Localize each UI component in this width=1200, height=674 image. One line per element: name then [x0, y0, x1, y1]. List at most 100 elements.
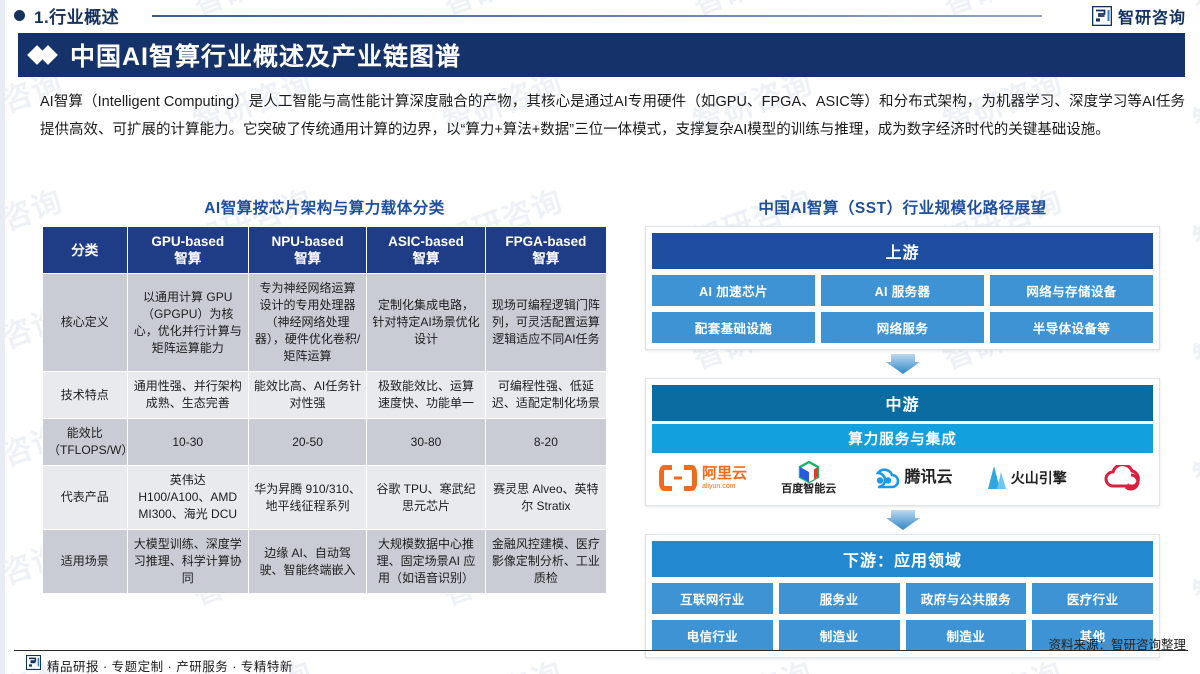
table-cell: 大规模数据中心推理、固定场景AI 应用（如语音识别） [366, 529, 486, 594]
upstream-chip-item[interactable]: AI 服务器 [821, 275, 984, 306]
vendor-baidu-cloud: 百度智能云 [781, 461, 836, 495]
vendor-volcengine-name: 火山引擎 [1010, 470, 1067, 486]
upstream-chip-item[interactable]: 半导体设备等 [990, 312, 1153, 343]
upstream-chip-item[interactable]: AI 加速芯片 [652, 275, 815, 306]
table-row: 代表产品 英伟达 H100/A100、AMD MI300、海光 DCU 华为昇腾 9… [42, 465, 608, 530]
watermark: 智研咨询 [436, 648, 568, 674]
upstream-row-2: 配套基础设施 网络服务 半导体设备等 [652, 312, 1153, 343]
table-col-header-0: 分类 [42, 226, 128, 274]
zhiyan-logo-icon [25, 654, 42, 674]
vendor-aliyun-name: 阿里云 [702, 465, 748, 482]
bullet-dot-icon [14, 10, 25, 21]
table-row: 核心定义 以通用计算 GPU（GPGPU）为核心，优化并行计算与矩阵运算能力 专为神… [42, 273, 608, 372]
table-row: 技术特点 通用性强、并行架构成熟、生态完善 能效比高、AI任务针对性强 极致能效比、运… [42, 371, 608, 419]
chip-classification-table: 分类 GPU-based 智算 NPU-based 智算 ASIC-based 智算 FPGA… [42, 226, 608, 594]
table-cell: 可编程性强、低延迟、适配定制化场景 [484, 371, 608, 419]
midstream-box: 中游 算力服务与集成 阿里云 aliyun.com [645, 378, 1160, 506]
downstream-chip-item[interactable]: 其他 [1032, 620, 1153, 651]
table-cell: 大模型训练、深度学习推理、科学计算协同 [126, 529, 249, 594]
page-header: 1.行业概述 智研咨询 [0, 0, 1200, 32]
table-cell: 以通用计算 GPU（GPGPU）为核心，优化并行计算与矩阵运算能力 [126, 273, 249, 372]
baidu-cloud-icon [798, 461, 819, 483]
brand-block: 智研咨询 [1091, 4, 1186, 28]
downstream-row-2: 电信行业 制造业 制造业 其他 [652, 620, 1153, 651]
section-number-title: 1.行业概述 [34, 8, 120, 27]
upstream-chip-item[interactable]: 网络服务 [821, 312, 984, 343]
brand-name: 智研咨询 [1117, 10, 1186, 27]
table-cell: 英伟达 H100/A100、AMD MI300、海光 DCU [126, 465, 249, 530]
aliyun-icon [659, 465, 697, 491]
page-title: 中国AI智算行业概述及产业链图谱 [70, 43, 462, 71]
downstream-chip-item[interactable]: 互联网行业 [652, 583, 773, 614]
arrow-midstream-to-downstream [645, 506, 1160, 534]
page-title-band: 中国AI智算行业概述及产业链图谱 [18, 33, 1185, 77]
table-cell: 谷歌 TPU、寒武纪思元芯片 [366, 465, 486, 530]
table-cell: 金融风控建模、医疗影像定制分析、工业质检 [484, 529, 608, 594]
table-row-label: 适用场景 [42, 529, 128, 594]
downstream-box: 下游：应用领域 互联网行业 服务业 政府与公共服务 医疗行业 电信行业 制造业 制造业 其他 [645, 534, 1160, 658]
table-col-header-2: NPU-based 智算 [247, 226, 368, 274]
watermark: 智研咨询 [1189, 420, 1200, 494]
table-row-label: 代表产品 [42, 465, 128, 530]
intro-paragraph: AI智算（Intelligent Computing）是人工智能与高性能计算深度… [40, 94, 1185, 138]
downstream-chip-item[interactable]: 制造业 [778, 620, 900, 651]
table-cell: 赛灵思 Alveo、英特尔 Stratix [484, 465, 608, 530]
midstream-subband-label: 算力服务与集成 [652, 424, 1153, 453]
arrow-upstream-to-midstream [645, 350, 1160, 378]
table-cell: 10-30 [126, 418, 249, 466]
zhiyan-logo-icon [1091, 5, 1113, 27]
table-cell: 现场可编程逻辑门阵列，可灵活配置运算逻辑适应不同AI任务 [484, 273, 608, 372]
downstream-chip-item[interactable]: 制造业 [905, 620, 1027, 651]
table-header-row: 分类 GPU-based 智算 NPU-based 智算 ASIC-based 智算 FPGA… [42, 226, 608, 274]
midstream-vendor-logos: 阿里云 aliyun.com 百度智能云 腾 [652, 453, 1153, 499]
midstream-band-label: 中游 [652, 385, 1153, 421]
table-cell: 极致能效比、运算速度快、功能单一 [366, 371, 486, 419]
table-row: 能效比（TFLOPS/W） 10-30 20-50 30-80 8-20 [42, 418, 608, 466]
vendor-red-cloud [1101, 465, 1147, 491]
table-cell: 20-50 [247, 418, 368, 466]
right-panel: 中国AI智算（SST）行业规模化路径展望 上游 AI 加速芯片 AI 服务器 网络与… [645, 196, 1160, 658]
watermark: 智研咨询 [1189, 302, 1200, 376]
watermark: 智研咨询 [1189, 538, 1200, 612]
table-col-header-4: FPGA-based 智算 [484, 226, 608, 274]
table-row-label: 核心定义 [42, 273, 128, 372]
red-cloud-icon [1104, 465, 1140, 491]
table-cell: 能效比高、AI任务针对性强 [247, 371, 368, 419]
upstream-row-1: AI 加速芯片 AI 服务器 网络与存储设备 [652, 275, 1153, 306]
down-arrow-icon [885, 510, 920, 530]
footer-text: 精品研报 · 专题定制 · 产研服务 · 专精特新 [47, 659, 293, 674]
volcengine-icon [987, 466, 1006, 489]
table-cell: 边缘 AI、自动驾驶、智能终端嵌入 [247, 529, 368, 594]
downstream-chip-item[interactable]: 电信行业 [652, 620, 773, 651]
table-cell: 通用性强、并行架构成熟、生态完善 [126, 371, 249, 419]
downstream-chip-item[interactable]: 政府与公共服务 [905, 583, 1027, 614]
table-col-header-3: ASIC-based 智算 [366, 226, 486, 274]
page-footer: 精品研报 · 专题定制 · 产研服务 · 专精特新 [25, 654, 293, 674]
vendor-aliyun: 阿里云 aliyun.com [658, 463, 747, 493]
downstream-chip-item[interactable]: 医疗行业 [1032, 583, 1153, 614]
table-row-label: 技术特点 [42, 371, 128, 419]
watermark: 智研咨询 [1186, 648, 1200, 674]
tencent-cloud-icon [875, 468, 900, 489]
vendor-baidu-cloud-name: 百度智能云 [781, 483, 837, 495]
left-panel-title: AI智算按芯片架构与算力载体分类 [204, 200, 445, 217]
vendor-aliyun-sub: aliyun.com [702, 483, 736, 490]
table-cell: 专为神经网络运算设计的专用处理器（神经网络处理器），硬件优化卷积/矩阵运算 [247, 273, 368, 372]
watermark: 智研咨询 [1189, 66, 1200, 140]
table-row: 适用场景 大模型训练、深度学习推理、科学计算协同 边缘 AI、自动驾驶、智能终端嵌入… [42, 529, 608, 594]
table-cell: 8-20 [484, 418, 608, 466]
table-cell: 30-80 [366, 418, 486, 466]
footer-divider [14, 650, 1188, 651]
source-note: 资料来源：智研咨询整理 [1048, 638, 1186, 652]
upstream-chip-item[interactable]: 网络与存储设备 [990, 275, 1153, 306]
upstream-chip-item[interactable]: 配套基础设施 [652, 312, 815, 343]
table-row-label: 能效比（TFLOPS/W） [42, 418, 133, 466]
diamond-bullet-icon [27, 45, 60, 65]
table-cell: 华为昇腾 910/310、地平线征程系列 [247, 465, 368, 530]
table-cell: 定制化集成电路，针对特定AI场景优化设计 [366, 273, 486, 372]
downstream-chip-item[interactable]: 服务业 [778, 583, 900, 614]
left-edge-bar [0, 0, 5, 674]
downstream-band-label: 下游：应用领域 [652, 541, 1153, 577]
table-col-header-1: GPU-based 智算 [126, 226, 249, 274]
header-divider [152, 15, 1042, 17]
